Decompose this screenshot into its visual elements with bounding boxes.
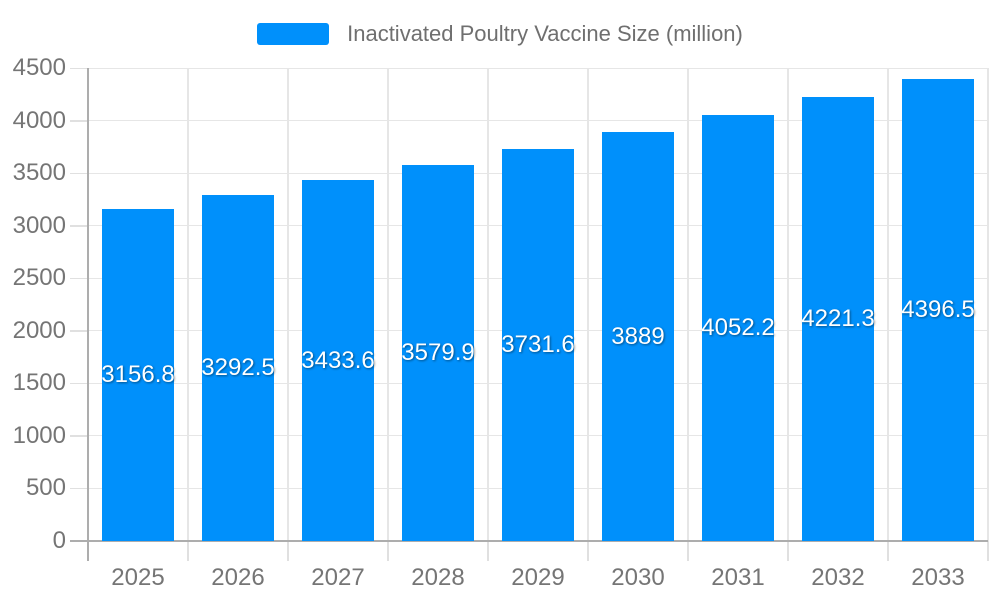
y-axis-tick <box>70 435 88 437</box>
x-axis-label: 2031 <box>711 564 765 591</box>
x-axis-tick <box>687 541 689 561</box>
x-axis-tick <box>887 541 889 561</box>
y-axis-label: 2000 <box>12 316 66 344</box>
gridline-vertical <box>887 68 889 541</box>
bar-value-label: 4396.5 <box>901 295 975 323</box>
y-axis-tick <box>70 120 88 122</box>
x-axis-tick <box>387 541 389 561</box>
y-axis-label: 0 <box>52 527 66 554</box>
bar-value-label: 3889 <box>611 322 665 350</box>
bar-value-label: 4052.2 <box>701 314 775 342</box>
legend-label: Inactivated Poultry Vaccine Size (millio… <box>347 21 743 46</box>
y-axis-tick <box>70 382 88 385</box>
legend-item[interactable]: Inactivated Poultry Vaccine Size (millio… <box>257 20 743 48</box>
y-axis-label: 1500 <box>12 369 66 397</box>
x-axis-label: 2025 <box>111 564 165 591</box>
bar[interactable] <box>802 97 874 541</box>
bar[interactable] <box>602 132 674 541</box>
gridline-vertical <box>187 68 189 541</box>
gridline-vertical <box>587 68 589 541</box>
y-axis-label: 2500 <box>12 264 66 292</box>
bar-value-label: 3156.8 <box>101 361 175 389</box>
x-axis-tick <box>787 541 789 561</box>
bar-value-label: 4221.3 <box>801 305 875 333</box>
bar-value-label: 3579.9 <box>401 338 475 366</box>
y-axis-label: 3500 <box>12 159 66 187</box>
legend: Inactivated Poultry Vaccine Size (millio… <box>0 20 1000 48</box>
y-axis-label: 1000 <box>12 421 66 449</box>
bar[interactable] <box>102 209 174 541</box>
bar[interactable] <box>202 194 274 541</box>
x-axis-label: 2032 <box>811 564 865 591</box>
y-axis-tick <box>70 487 88 490</box>
legend-swatch <box>257 23 330 45</box>
bar-value-label: 3433.6 <box>301 346 375 374</box>
gridline-vertical <box>487 68 489 541</box>
y-axis-label: 500 <box>25 474 66 502</box>
x-axis-label: 2029 <box>511 564 565 591</box>
y-axis-line <box>87 68 89 561</box>
y-axis-tick <box>70 225 88 227</box>
y-axis-label: 4500 <box>12 54 66 81</box>
bar[interactable] <box>902 78 974 541</box>
x-axis-tick <box>287 541 289 561</box>
gridline-vertical <box>387 68 389 541</box>
gridline-vertical <box>787 68 789 541</box>
gridline-horizontal <box>88 120 988 122</box>
x-axis-label: 2026 <box>211 564 265 591</box>
x-axis-tick <box>587 541 589 561</box>
gridline-vertical <box>687 68 689 541</box>
bar[interactable] <box>302 180 374 541</box>
y-axis-tick <box>70 67 88 69</box>
y-axis-label: 4000 <box>12 106 66 134</box>
x-axis-label: 2027 <box>311 564 365 591</box>
gridline-vertical <box>987 68 989 541</box>
y-axis-label: 3000 <box>12 211 66 239</box>
y-axis-tick <box>70 330 88 332</box>
y-axis-tick <box>70 277 88 280</box>
x-axis-label: 2033 <box>911 564 965 591</box>
x-axis-tick <box>987 541 989 561</box>
bar-value-label: 3292.5 <box>201 353 275 381</box>
bar-value-label: 3731.6 <box>501 330 575 358</box>
bar[interactable] <box>702 115 774 541</box>
bar[interactable] <box>402 164 474 541</box>
y-axis-tick <box>70 172 88 175</box>
gridline-vertical <box>287 68 289 541</box>
x-axis-label: 2030 <box>611 564 665 591</box>
bar[interactable] <box>502 148 574 541</box>
x-axis-line <box>70 540 988 542</box>
x-axis-tick <box>187 541 189 561</box>
x-axis-tick <box>487 541 489 561</box>
gridline-horizontal <box>88 67 988 69</box>
x-axis-label: 2028 <box>411 564 465 591</box>
